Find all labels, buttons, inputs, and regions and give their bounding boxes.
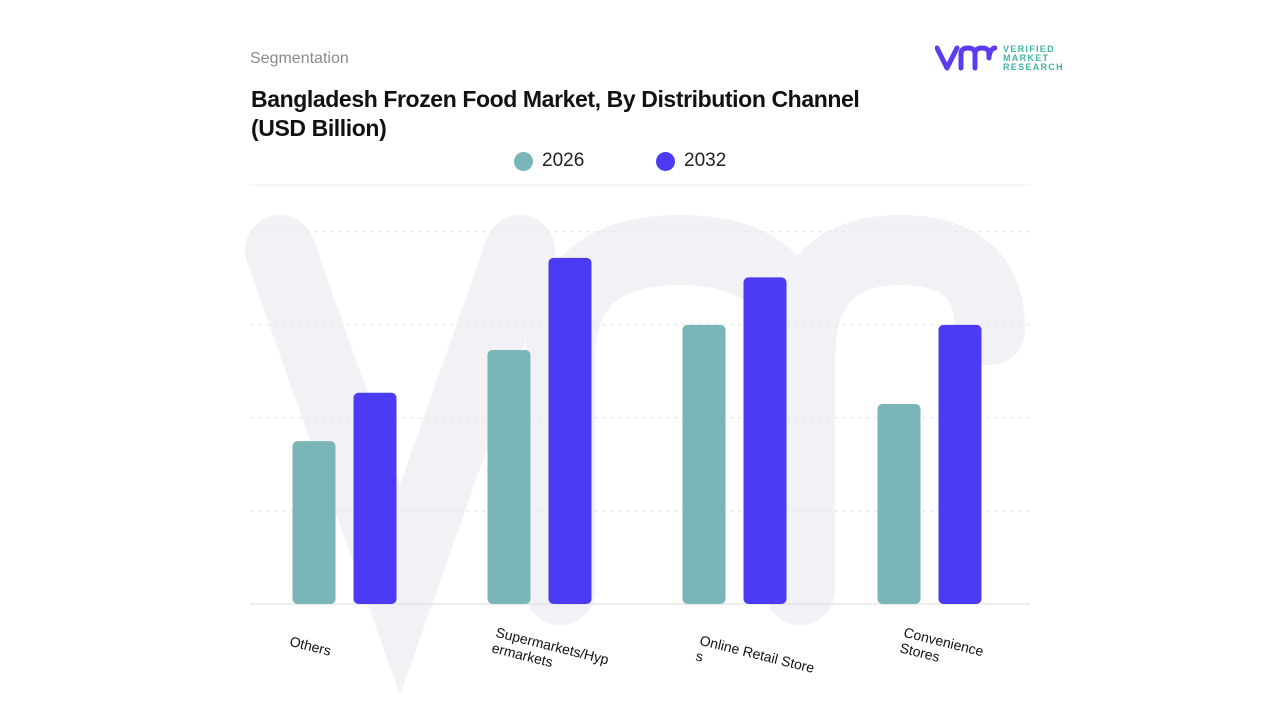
bar-2026-2: [682, 324, 726, 604]
title-line-2: (USD Billion): [251, 115, 387, 141]
bar-2026-1: [487, 349, 531, 604]
bar-2032-3: [938, 324, 982, 604]
vmr-logo-mark-icon: [935, 45, 997, 71]
legend-item-2032: 2032: [656, 150, 726, 172]
bar-2032-1: [548, 257, 592, 604]
legend: 2026 2032: [0, 150, 1280, 174]
logo-text: VERIFIED MARKET RESEARCH: [1003, 43, 1064, 72]
legend-swatch-icon: [514, 151, 533, 171]
title-line-1: Bangladesh Frozen Food Market, By Distri…: [251, 86, 860, 112]
bar-2026-3: [877, 403, 921, 604]
vmr-logo: VERIFIED MARKET RESEARCH: [935, 44, 1064, 72]
bar-2032-2: [743, 277, 787, 604]
legend-item-2026: 2026: [514, 150, 584, 172]
section-label: Segmentation: [250, 50, 349, 67]
bar-2032-0: [353, 392, 397, 604]
legend-swatch-icon: [656, 151, 675, 171]
bar-2026-0: [292, 441, 336, 604]
chart-title: Bangladesh Frozen Food Market, By Distri…: [251, 85, 860, 143]
